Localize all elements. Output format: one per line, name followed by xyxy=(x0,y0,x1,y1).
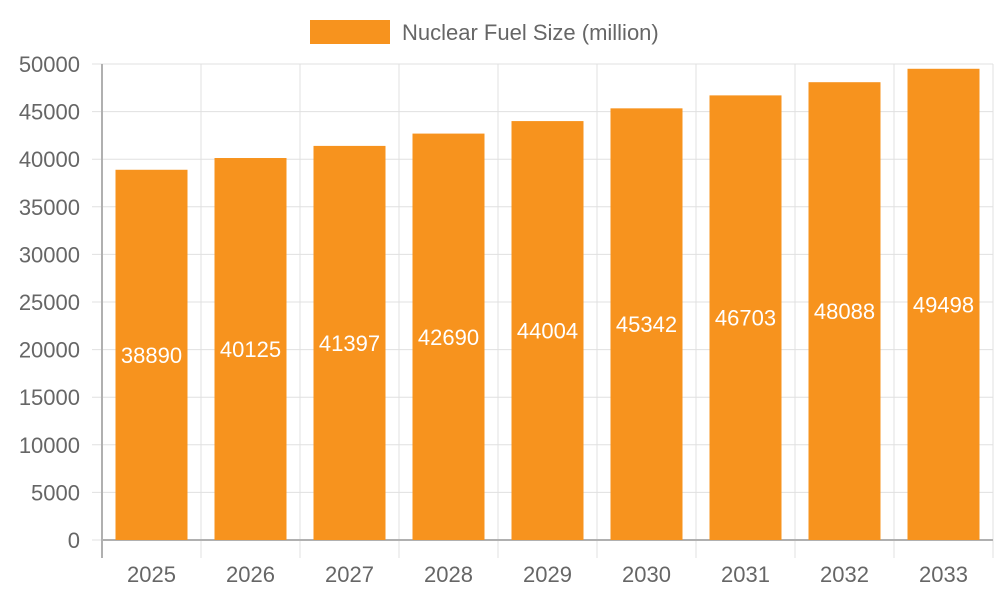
y-tick-label: 5000 xyxy=(31,480,80,505)
bar xyxy=(115,169,188,540)
data-label: 38890 xyxy=(121,343,182,368)
x-tick-label: 2026 xyxy=(226,562,275,587)
bar xyxy=(214,158,287,540)
x-tick-label: 2027 xyxy=(325,562,374,587)
labels: 38890 40125 41397 42690 44004 45342 46703 48088… xyxy=(121,292,974,367)
y-tick-label: 10000 xyxy=(19,433,80,458)
data-label: 40125 xyxy=(220,337,281,362)
axes: 0 5000 10000 15000 20000 25000 30000 35000 40000… xyxy=(19,52,993,587)
bar xyxy=(313,145,386,540)
y-tick-label: 45000 xyxy=(19,100,80,125)
bar xyxy=(808,82,881,540)
y-tick-label: 15000 xyxy=(19,385,80,410)
legend-label: Nuclear Fuel Size (million) xyxy=(402,20,659,45)
data-label: 46703 xyxy=(715,306,776,331)
x-tick-label: 2030 xyxy=(622,562,671,587)
x-tick-label: 2031 xyxy=(721,562,770,587)
data-label: 44004 xyxy=(517,319,578,344)
x-tick-label: 2033 xyxy=(919,562,968,587)
bar xyxy=(511,121,584,541)
bar xyxy=(412,133,485,541)
x-tick-label: 2028 xyxy=(424,562,473,587)
bar xyxy=(907,68,980,540)
data-label: 41397 xyxy=(319,331,380,356)
legend[interactable]: Nuclear Fuel Size (million) xyxy=(310,20,659,45)
data-label: 48088 xyxy=(814,299,875,324)
y-tick-label: 25000 xyxy=(19,290,80,315)
data-label: 49498 xyxy=(913,292,974,317)
y-tick-label: 40000 xyxy=(19,147,80,172)
y-tick-label: 0 xyxy=(68,528,80,553)
bars xyxy=(115,68,980,541)
x-tick-label: 2032 xyxy=(820,562,869,587)
y-tick-label: 20000 xyxy=(19,338,80,363)
data-label: 42690 xyxy=(418,325,479,350)
data-label: 45342 xyxy=(616,312,677,337)
y-tick-label: 35000 xyxy=(19,195,80,220)
x-tick-label: 2025 xyxy=(127,562,176,587)
x-tick-label: 2029 xyxy=(523,562,572,587)
bar xyxy=(709,95,782,540)
y-tick-label: 30000 xyxy=(19,242,80,267)
y-tick-label: 50000 xyxy=(19,52,80,77)
bar xyxy=(610,108,683,540)
legend-swatch xyxy=(310,20,390,44)
